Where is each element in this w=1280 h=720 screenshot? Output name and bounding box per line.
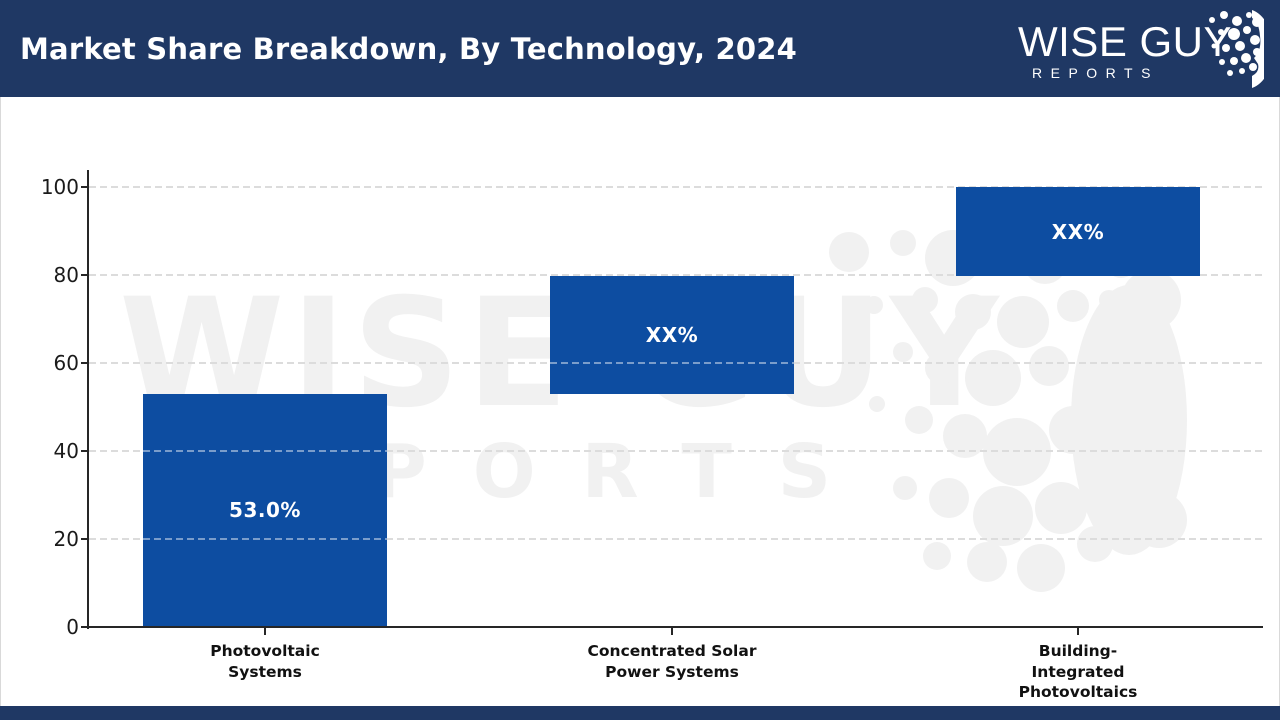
y-axis-tick-label: 100 bbox=[40, 175, 79, 199]
x-axis-tick-mark bbox=[264, 628, 266, 635]
logo-face-dots-icon bbox=[1209, 9, 1264, 88]
y-axis-tick-mark bbox=[81, 362, 89, 364]
y-axis-tick-mark bbox=[81, 626, 89, 628]
bar-value-label: XX% bbox=[1051, 219, 1105, 244]
y-axis-line bbox=[87, 170, 89, 629]
y-axis-tick-label: 0 bbox=[66, 615, 79, 639]
category-label-line: Systems bbox=[228, 662, 302, 681]
y-axis-tick-label: 20 bbox=[53, 527, 79, 551]
category-label: Building- Integrated Photovoltaics bbox=[918, 641, 1238, 703]
category-label-line: Photovoltaic bbox=[210, 642, 320, 660]
category-label: Photovoltaic Systems bbox=[105, 641, 425, 682]
waterfall-bar-segment: 53.0% bbox=[143, 393, 387, 627]
gridline-over-bar bbox=[143, 537, 387, 540]
x-axis-tick-mark bbox=[1077, 628, 1079, 635]
category-label-line: Photovoltaics bbox=[1018, 683, 1138, 701]
gridline-over-bar bbox=[550, 361, 794, 364]
gridline bbox=[89, 450, 1263, 452]
bar-value-label: 53.0% bbox=[229, 498, 301, 523]
wise-guy-reports-logo: WISE GUY REPORTS bbox=[1018, 9, 1264, 88]
waterfall-bar-segment: XX% bbox=[550, 276, 794, 394]
gridline-over-bar bbox=[143, 449, 387, 452]
y-axis-tick-mark bbox=[81, 274, 89, 276]
waterfall-bar-segment: XX% bbox=[956, 187, 1200, 277]
gridline bbox=[89, 274, 1263, 276]
page-title: Market Share Breakdown, By Technology, 2… bbox=[20, 31, 798, 66]
y-axis-tick-label: 40 bbox=[53, 439, 79, 463]
footer-bar bbox=[0, 706, 1280, 720]
gridline bbox=[89, 186, 1263, 188]
chart-area: WISE GUY REPORTS 0 20 40 60 80 100 53.0% Photov… bbox=[0, 97, 1280, 706]
header-bar: Market Share Breakdown, By Technology, 2… bbox=[0, 0, 1280, 97]
x-axis-line bbox=[87, 626, 1263, 628]
category-label-line: Integrated bbox=[1031, 662, 1125, 681]
category-label-line: Building- bbox=[1038, 642, 1118, 660]
y-axis-tick-mark bbox=[81, 450, 89, 452]
bar-value-label: XX% bbox=[645, 323, 699, 348]
y-axis-tick-mark bbox=[81, 186, 89, 188]
logo-wordmark: WISE GUY bbox=[1018, 18, 1232, 65]
gridline bbox=[89, 538, 1263, 540]
category-label-line: Concentrated Solar bbox=[587, 642, 757, 660]
x-axis-tick-mark bbox=[671, 628, 673, 635]
logo-reports-text: REPORTS bbox=[1032, 65, 1159, 81]
y-axis-tick-label: 60 bbox=[53, 351, 79, 375]
category-label: Concentrated Solar Power Systems bbox=[512, 641, 832, 682]
category-label-line: Power Systems bbox=[605, 662, 739, 681]
y-axis-tick-mark bbox=[81, 538, 89, 540]
y-axis-tick-label: 80 bbox=[53, 263, 79, 287]
